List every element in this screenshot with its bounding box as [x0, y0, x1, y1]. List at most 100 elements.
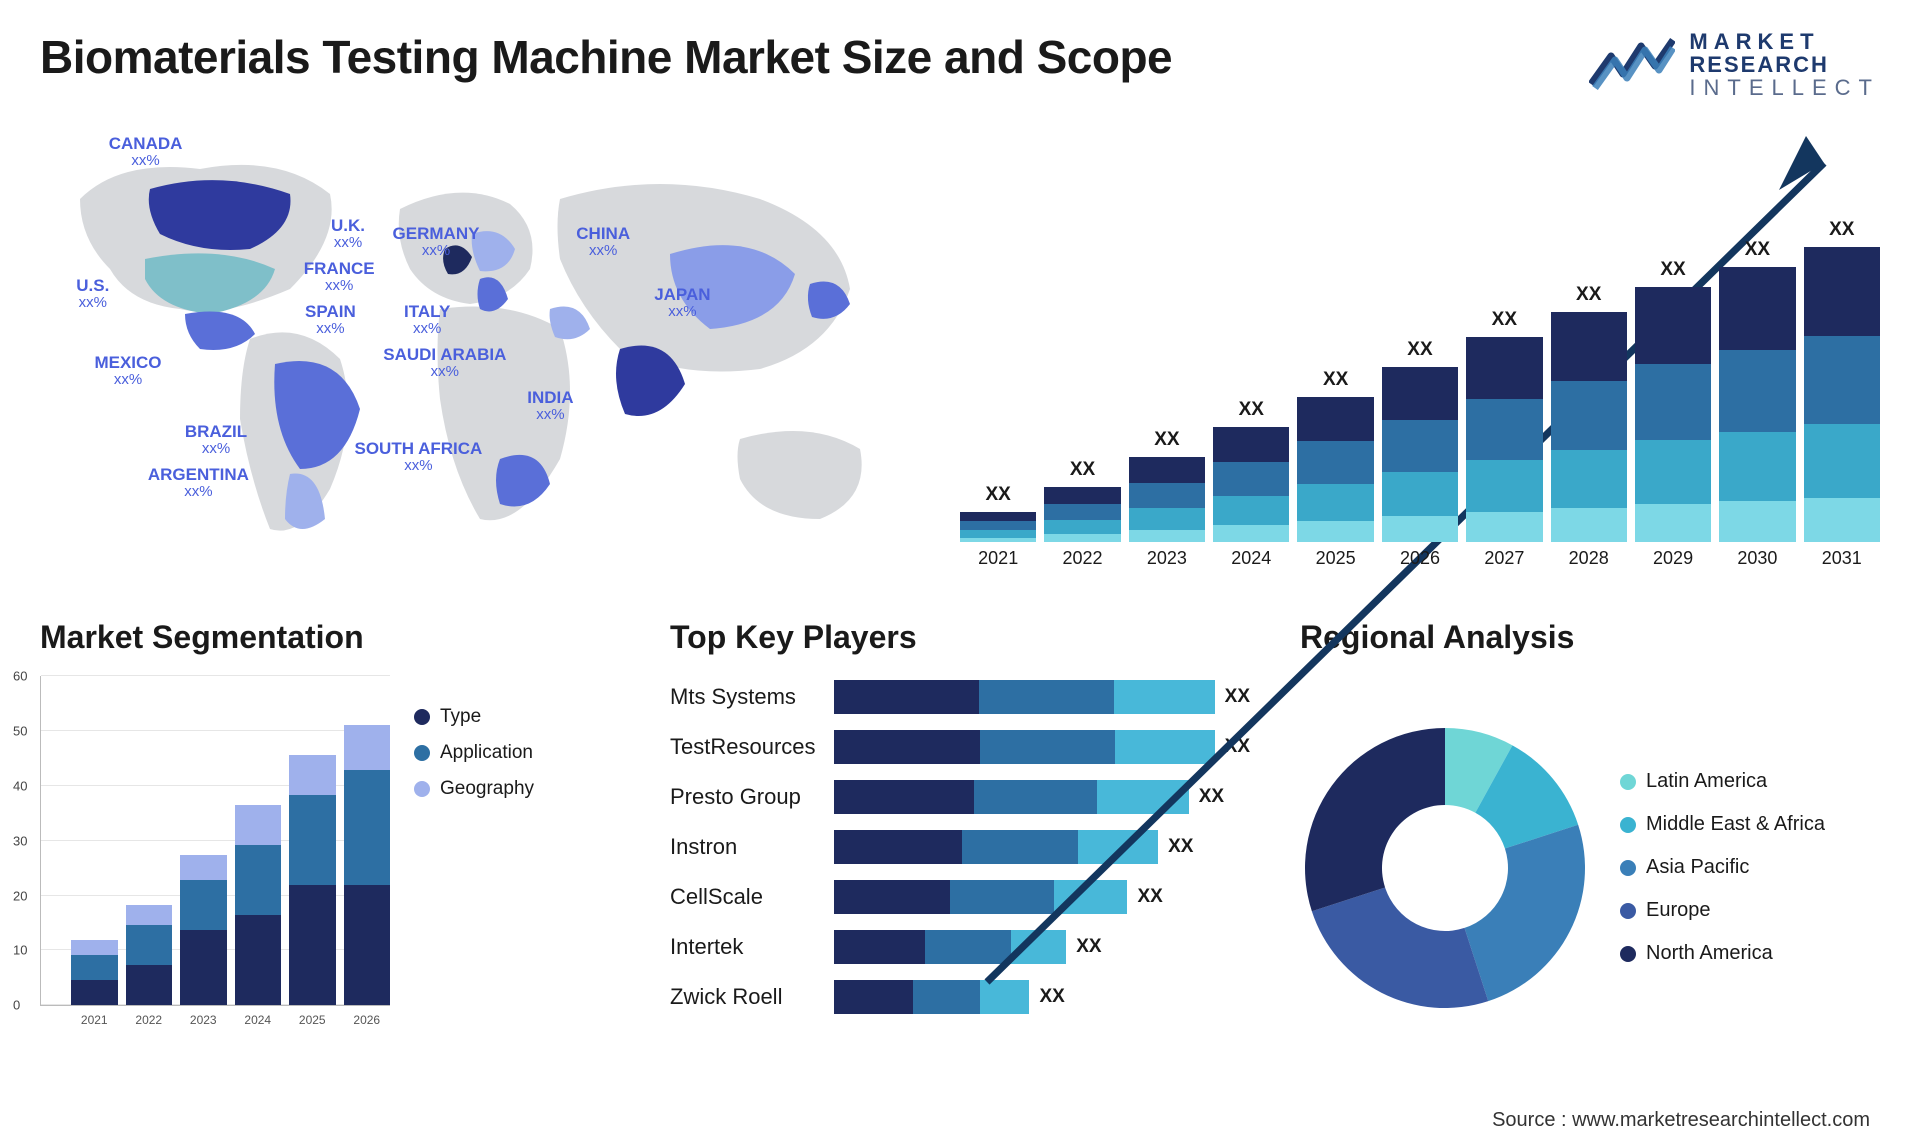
segmentation-ytick: 20: [13, 888, 27, 903]
growth-year-label: 2026: [1400, 548, 1440, 569]
legend-label: Asia Pacific: [1646, 856, 1749, 879]
growth-year-label: 2030: [1737, 548, 1777, 569]
legend-label: Europe: [1646, 899, 1711, 922]
donut-slice: [1464, 825, 1585, 1001]
segmentation-xlabel: 2022: [135, 1013, 162, 1027]
segmentation-ytick: 0: [13, 998, 20, 1013]
page-title: Biomaterials Testing Machine Market Size…: [40, 30, 1172, 84]
growth-value-label: XX: [1239, 399, 1264, 421]
segmentation-bar-column: 2026: [344, 725, 391, 1005]
player-bar-row: XX: [834, 680, 1250, 714]
growth-value-label: XX: [1154, 429, 1179, 451]
map-country-label: INDIAxx%: [527, 389, 573, 423]
growth-value-label: XX: [1660, 259, 1685, 281]
player-name: Zwick Roell: [670, 980, 816, 1014]
growth-value-label: XX: [1407, 339, 1432, 361]
player-name: Intertek: [670, 930, 816, 964]
segmentation-title: Market Segmentation: [40, 619, 620, 656]
segmentation-legend: Type Application Geography: [414, 676, 534, 1059]
logo-text-3: INTELLECT: [1689, 76, 1880, 99]
growth-year-label: 2023: [1147, 548, 1187, 569]
map-country-label: CANADAxx%: [109, 135, 183, 169]
segmentation-ytick: 40: [13, 778, 27, 793]
player-bar-row: XX: [834, 880, 1250, 914]
player-bar-row: XX: [834, 930, 1250, 964]
regional-legend-item: Middle East & Africa: [1620, 813, 1825, 836]
segmentation-bar-column: 2024: [235, 805, 282, 1005]
segmentation-panel: Market Segmentation 01020304050602021202…: [40, 619, 620, 1059]
player-bar-row: XX: [834, 780, 1250, 814]
legend-label: North America: [1646, 942, 1773, 965]
segmentation-xlabel: 2024: [244, 1013, 271, 1027]
legend-label: Application: [440, 742, 533, 764]
legend-swatch-icon: [414, 745, 430, 761]
map-country-label: CHINAxx%: [576, 226, 630, 260]
map-country-label: ITALYxx%: [404, 303, 450, 337]
legend-label: Geography: [440, 778, 534, 800]
legend-label: Middle East & Africa: [1646, 813, 1825, 836]
player-value-label: XX: [1076, 936, 1101, 958]
regional-legend-item: Asia Pacific: [1620, 856, 1825, 879]
growth-value-label: XX: [1492, 309, 1517, 331]
player-value-label: XX: [1138, 886, 1163, 908]
map-country-label: SAUDI ARABIAxx%: [383, 346, 506, 380]
legend-swatch-icon: [1620, 774, 1636, 790]
segmentation-xlabel: 2023: [190, 1013, 217, 1027]
player-name: Mts Systems: [670, 680, 816, 714]
growth-value-label: XX: [1576, 284, 1601, 306]
segmentation-ytick: 50: [13, 724, 27, 739]
logo-mark-icon: [1589, 36, 1675, 94]
growth-year-label: 2021: [978, 548, 1018, 569]
player-name: TestResources: [670, 730, 816, 764]
growth-value-label: XX: [1745, 239, 1770, 261]
map-country-label: JAPANxx%: [654, 286, 710, 320]
player-value-label: XX: [1199, 786, 1224, 808]
growth-year-label: 2029: [1653, 548, 1693, 569]
logo-text-1: MARKET: [1689, 30, 1880, 53]
legend-label: Latin America: [1646, 770, 1767, 793]
segmentation-chart: 0102030405060202120222023202420252026: [40, 676, 390, 1006]
map-country-label: BRAZILxx%: [185, 423, 247, 457]
growth-value-label: XX: [1323, 369, 1348, 391]
segmentation-legend-item: Geography: [414, 778, 534, 800]
growth-year-label: 2024: [1231, 548, 1271, 569]
segmentation-ytick: 30: [13, 833, 27, 848]
donut-slice: [1305, 728, 1445, 911]
growth-bar-column: XX2022: [1044, 459, 1120, 569]
legend-label: Type: [440, 706, 481, 728]
growth-bar-column: XX 2024: [1213, 399, 1289, 569]
segmentation-xlabel: 2025: [299, 1013, 326, 1027]
regional-legend-item: Latin America: [1620, 770, 1825, 793]
source-attribution: Source : www.marketresearchintellect.com: [1492, 1109, 1870, 1132]
segmentation-bar-column: 2023: [180, 855, 227, 1005]
growth-bar-column: XX2027: [1466, 309, 1542, 569]
player-bar-row: XX: [834, 830, 1250, 864]
map-country-label: SPAINxx%: [305, 303, 356, 337]
players-bar-list: XXXXXXXXXXXXXX: [834, 676, 1250, 1059]
players-panel: Top Key Players Mts SystemsTestResources…: [670, 619, 1250, 1059]
segmentation-ytick: 10: [13, 943, 27, 958]
player-value-label: XX: [1168, 836, 1193, 858]
growth-year-label: 2022: [1063, 548, 1103, 569]
world-map: CANADAxx%U.S.xx%MEXICOxx%BRAZILxx%ARGENT…: [40, 139, 920, 569]
regional-legend-item: Europe: [1620, 899, 1825, 922]
growth-bar-column: XX2025: [1297, 369, 1373, 569]
growth-value-label: XX: [1829, 219, 1854, 241]
player-name: CellScale: [670, 880, 816, 914]
growth-bar-column: XX 2026: [1382, 339, 1458, 569]
player-value-label: XX: [1225, 686, 1250, 708]
segmentation-bar-column: 2025: [289, 755, 336, 1005]
regional-donut-chart: [1300, 723, 1590, 1013]
segmentation-ytick: 60: [13, 669, 27, 684]
growth-bar-column: XX2021: [960, 484, 1036, 569]
segmentation-legend-item: Application: [414, 742, 534, 764]
player-name: Instron: [670, 830, 816, 864]
growth-bar-column: XX 2029: [1635, 259, 1711, 569]
regional-title: Regional Analysis: [1300, 619, 1880, 656]
regional-panel: Regional Analysis Latin America Middle Ea…: [1300, 619, 1880, 1059]
legend-swatch-icon: [414, 709, 430, 725]
player-bar-row: XX: [834, 980, 1250, 1014]
regional-legend: Latin America Middle East & Africa Asia Pa…: [1620, 770, 1825, 965]
players-name-list: Mts SystemsTestResourcesPresto GroupInst…: [670, 676, 816, 1059]
map-country-label: FRANCExx%: [304, 260, 375, 294]
